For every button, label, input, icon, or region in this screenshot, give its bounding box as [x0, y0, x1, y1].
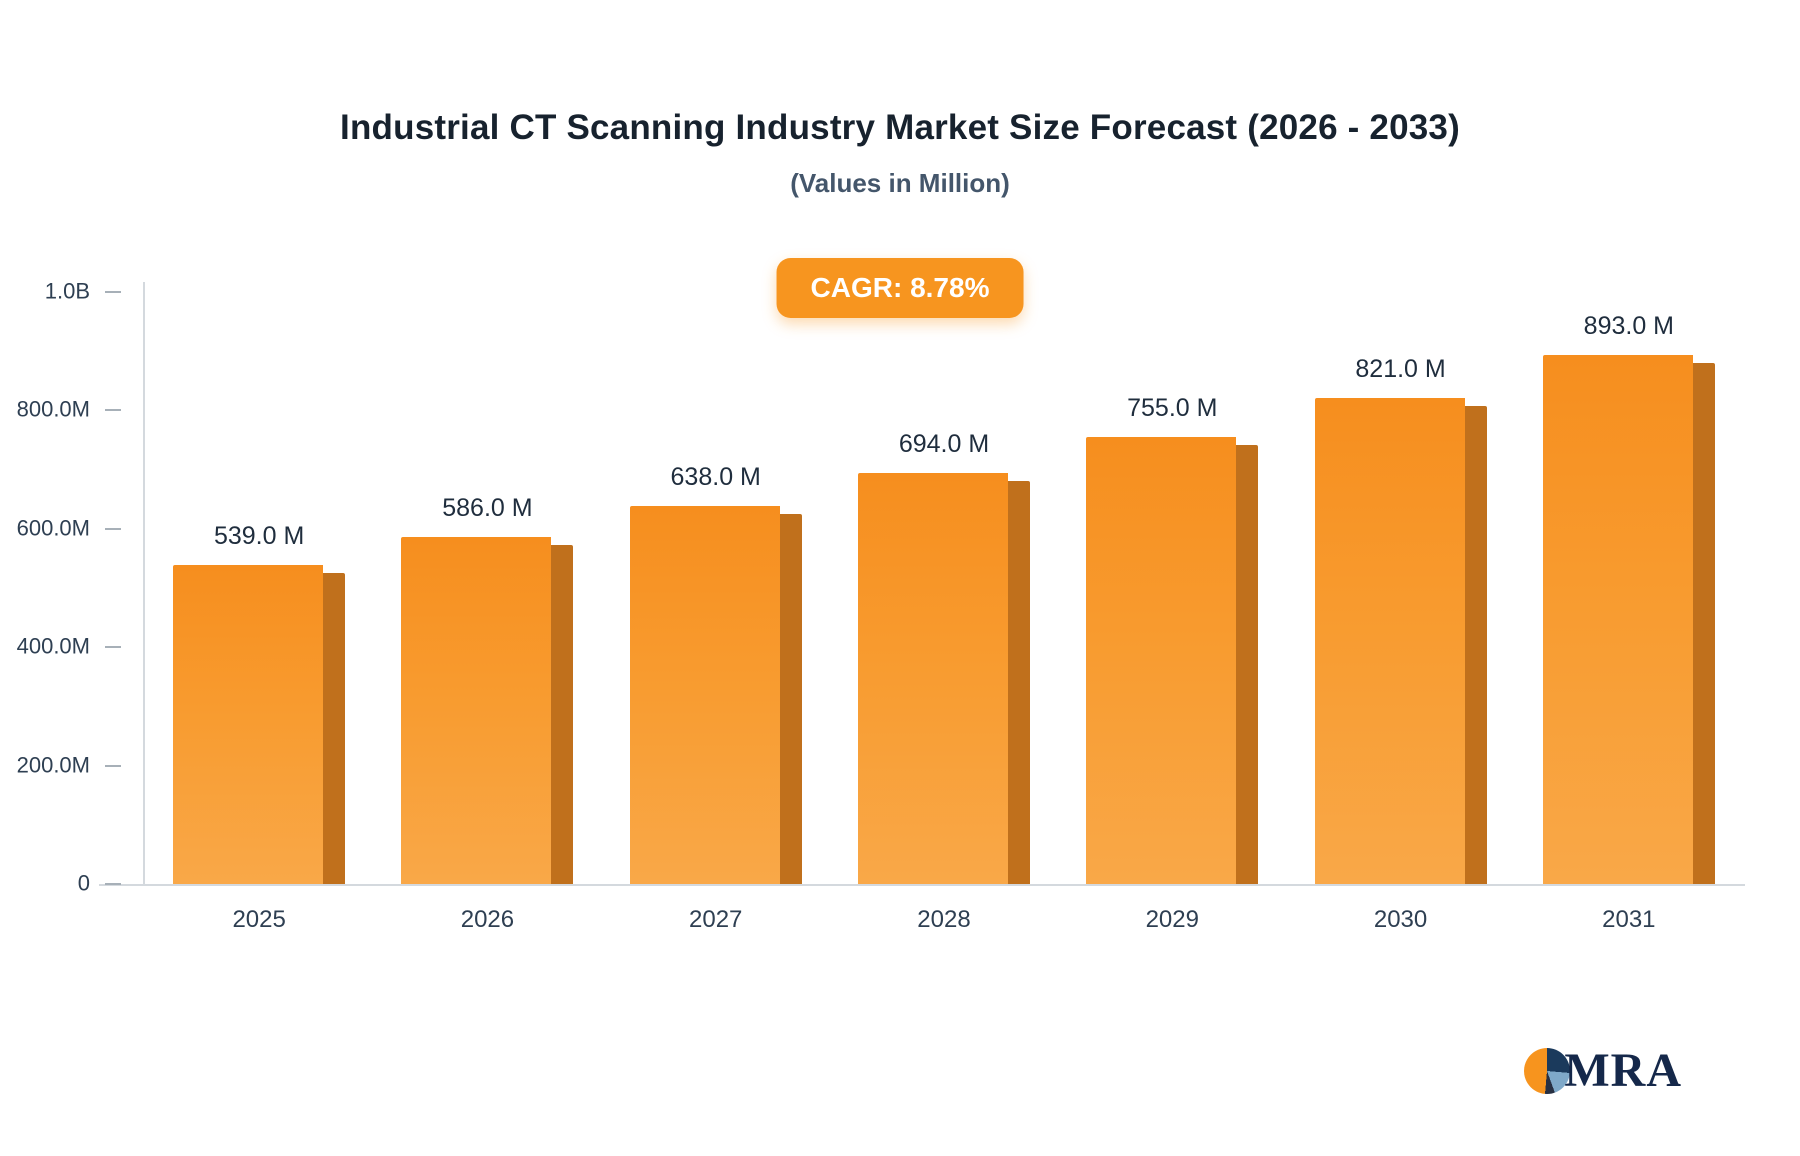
- bar-group-2030: 821.0 M 2030: [1286, 292, 1514, 933]
- x-axis-label-2028: 2028: [917, 906, 971, 933]
- x-axis-label-2026: 2026: [460, 906, 515, 933]
- chart-title: Industrial CT Scanning Industry Market S…: [340, 108, 1460, 147]
- bar-value-label: 893.0 M: [1583, 312, 1675, 341]
- logo-pie-icon: [1524, 1047, 1571, 1094]
- bar-group-2031: 893.0 M 2031: [1515, 292, 1743, 933]
- y-tick-label: 0: [77, 870, 90, 896]
- y-tick-label: 800.0M: [16, 396, 90, 422]
- bar-value-label: 638.0 M: [670, 463, 761, 492]
- bar-group-2025: 539.0 M 2025: [145, 292, 373, 933]
- chart-subtitle: (Values in Million): [790, 168, 1010, 198]
- bar-2025: [173, 564, 324, 884]
- bar-value-label: 821.0 M: [1355, 354, 1446, 383]
- logo-text: MRA: [1564, 1044, 1682, 1097]
- bar-side-2027: [779, 514, 802, 884]
- x-axis-label-2030: 2030: [1373, 906, 1428, 933]
- bar-side-2025: [323, 572, 346, 884]
- x-axis-label-2029: 2029: [1145, 906, 1199, 933]
- bar-group-2026: 586.0 M 2026: [373, 292, 601, 933]
- plot-area: 0 200.0M 400.0M 600.0M 800.0M 1.0B 539.0 M 2025…: [17, 278, 1745, 933]
- bar-group-2028: 694.0 M 2028: [830, 292, 1058, 933]
- x-axis-label-2025: 2025: [232, 906, 286, 933]
- y-tick-mark: [105, 291, 121, 293]
- bar-group-2029: 755.0 M 2029: [1058, 292, 1286, 933]
- bar-2031: [1542, 355, 1693, 884]
- y-tick-mark: [105, 646, 121, 649]
- y-tick-mark: [105, 883, 121, 885]
- bar-side-2031: [1692, 363, 1715, 884]
- bar-2027: [629, 506, 780, 884]
- x-axis-line: [99, 884, 1745, 886]
- bar-side-2026: [551, 545, 574, 884]
- bar-side-2028: [1007, 481, 1030, 884]
- y-tick-label: 1.0B: [44, 278, 90, 304]
- bar-2029: [1086, 437, 1237, 884]
- bar-2028: [857, 473, 1008, 884]
- bar-side-2029: [1236, 445, 1259, 884]
- x-axis-label-2031: 2031: [1602, 906, 1656, 933]
- bar-side-2030: [1464, 405, 1487, 884]
- y-tick-mark: [105, 764, 121, 767]
- bar-value-label: 586.0 M: [442, 494, 533, 523]
- bar-2026: [401, 537, 552, 884]
- y-tick-label: 400.0M: [16, 633, 90, 659]
- bar-2030: [1314, 397, 1465, 884]
- y-tick-label: 600.0M: [16, 515, 90, 541]
- y-tick-mark: [105, 527, 121, 530]
- logo: MRA: [1524, 1043, 1682, 1098]
- y-tick-label: 200.0M: [16, 752, 90, 778]
- bar-group-2027: 638.0 M 2027: [602, 292, 830, 933]
- bar-value-label: 694.0 M: [898, 430, 990, 459]
- y-tick-mark: [105, 409, 121, 412]
- bar-value-label: 755.0 M: [1127, 394, 1218, 423]
- bar-value-label: 539.0 M: [213, 521, 305, 550]
- x-axis-label-2027: 2027: [689, 906, 743, 933]
- y-axis-line: [143, 282, 145, 885]
- cagr-badge: CAGR: 8.78%: [776, 258, 1024, 318]
